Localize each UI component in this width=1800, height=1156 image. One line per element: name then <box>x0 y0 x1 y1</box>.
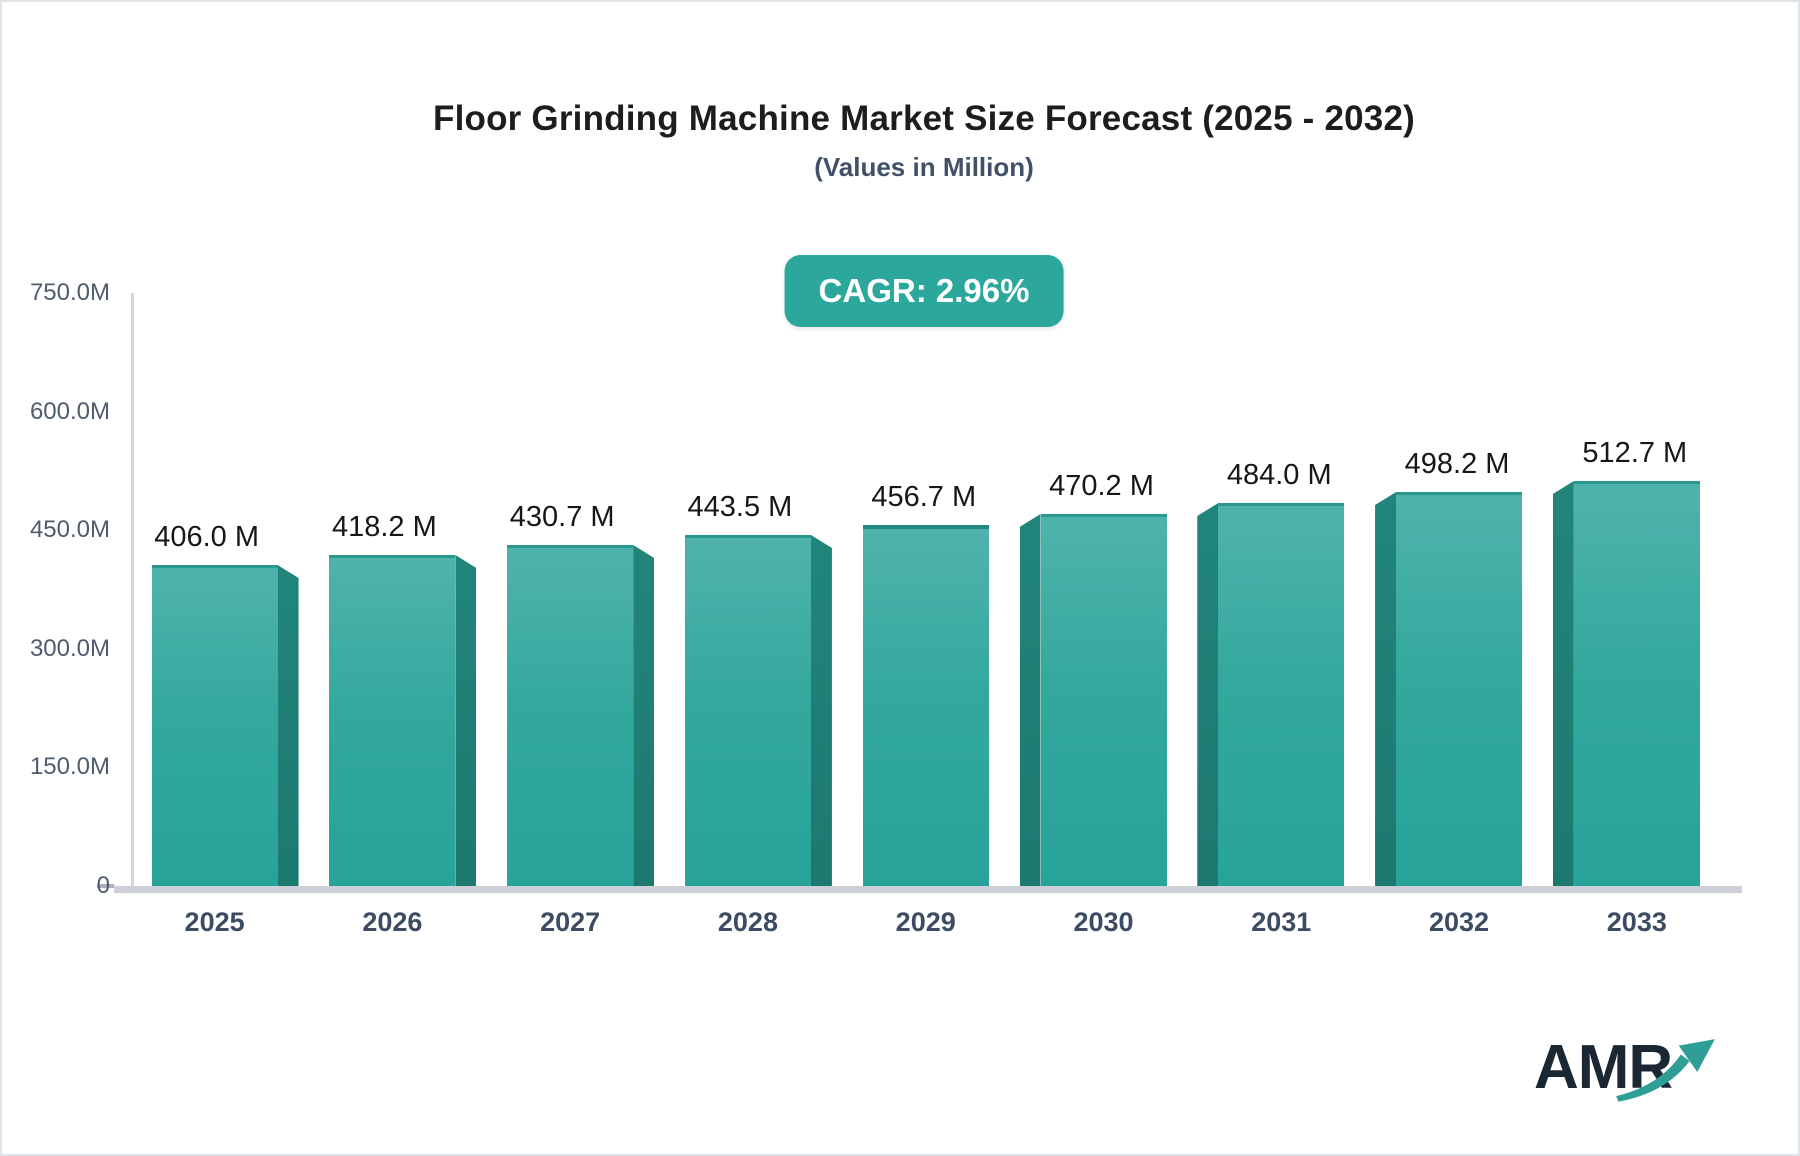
y-axis-label: 300.0M <box>29 634 110 662</box>
bar-side-face <box>1019 514 1041 886</box>
bar-side-face <box>633 545 655 886</box>
bar-side-face <box>810 535 832 886</box>
bar-side-face <box>455 555 477 886</box>
y-axis-label: 0 <box>96 872 110 899</box>
bar-2028 <box>684 535 811 886</box>
bar-side-face <box>277 565 299 886</box>
chart-title: Floor Grinding Machine Market Size Forec… <box>433 99 1415 138</box>
brand-logo: AMR <box>1534 1032 1715 1112</box>
y-axis-label: 750.0M <box>29 279 110 306</box>
x-axis-label: 2033 <box>1606 907 1667 937</box>
bar-2032 <box>1396 492 1523 886</box>
x-axis-baseline <box>114 886 1742 893</box>
y-axis-label: 600.0M <box>29 397 110 425</box>
x-axis-label: 2028 <box>717 907 778 937</box>
x-axis-label: 2025 <box>184 907 245 937</box>
bar-value-label: 418.2 M <box>331 511 437 543</box>
x-axis-label: 2032 <box>1429 907 1490 937</box>
chart-subtitle: (Values in Million) <box>814 152 1034 182</box>
x-axis-label: 2027 <box>540 907 601 937</box>
bar-side-face <box>1197 503 1219 886</box>
growth-arrow-icon <box>1616 1039 1715 1102</box>
x-axis-label: 2029 <box>895 907 956 937</box>
bar-side-face <box>1375 492 1397 886</box>
x-axis-label: 2030 <box>1073 907 1134 937</box>
bar-value-label: 430.7 M <box>509 501 615 533</box>
x-axis-label: 2031 <box>1251 907 1312 937</box>
bar-2025 <box>151 565 278 886</box>
bar-2031 <box>1218 503 1345 886</box>
x-axis-label: 2026 <box>362 907 423 937</box>
bar-value-label: 498.2 M <box>1404 448 1510 480</box>
bar-2030 <box>1040 514 1167 886</box>
bar-side-face <box>1552 481 1574 886</box>
bar-value-label: 512.7 M <box>1582 437 1688 469</box>
y-axis-label: 450.0M <box>29 516 110 544</box>
bar-value-label: 443.5 M <box>687 491 793 523</box>
cagr-badge: CAGR: 2.96% <box>784 255 1064 327</box>
bar-value-label: 406.0 M <box>154 521 259 553</box>
bar-value-label: 470.2 M <box>1049 470 1154 502</box>
y-axis-line <box>131 293 134 886</box>
bar-2029 <box>862 525 989 886</box>
zero-tick-mark <box>97 884 114 888</box>
y-axis-label: 150.0M <box>29 753 110 781</box>
bar-value-label: 484.0 M <box>1226 459 1332 491</box>
bar-2027 <box>507 545 634 886</box>
bar-value-label: 456.7 M <box>871 481 977 513</box>
bar-2026 <box>329 555 456 886</box>
bar-2033 <box>1573 481 1700 886</box>
